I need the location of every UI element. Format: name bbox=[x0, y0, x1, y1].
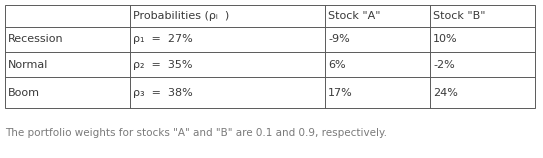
Text: ρ₁  =  27%: ρ₁ = 27% bbox=[133, 34, 193, 45]
Text: Normal: Normal bbox=[8, 60, 48, 70]
Text: 17%: 17% bbox=[328, 88, 353, 97]
Text: Recession: Recession bbox=[8, 34, 64, 45]
Text: Probabilities (ρᵢ  ): Probabilities (ρᵢ ) bbox=[133, 11, 229, 21]
Text: -9%: -9% bbox=[328, 34, 350, 45]
Text: 6%: 6% bbox=[328, 60, 346, 70]
Text: ρ₂  =  35%: ρ₂ = 35% bbox=[133, 60, 193, 70]
Text: Stock "B": Stock "B" bbox=[433, 11, 485, 21]
Bar bbox=[5, 5, 535, 108]
Text: ρ₃  =  38%: ρ₃ = 38% bbox=[133, 88, 193, 97]
Text: Boom: Boom bbox=[8, 88, 40, 97]
Text: 24%: 24% bbox=[433, 88, 458, 97]
Text: 10%: 10% bbox=[433, 34, 458, 45]
Text: -2%: -2% bbox=[433, 60, 454, 70]
Text: The portfolio weights for stocks "A" and "B" are 0.1 and 0.9, respectively.: The portfolio weights for stocks "A" and… bbox=[5, 128, 387, 138]
Text: Stock "A": Stock "A" bbox=[328, 11, 381, 21]
